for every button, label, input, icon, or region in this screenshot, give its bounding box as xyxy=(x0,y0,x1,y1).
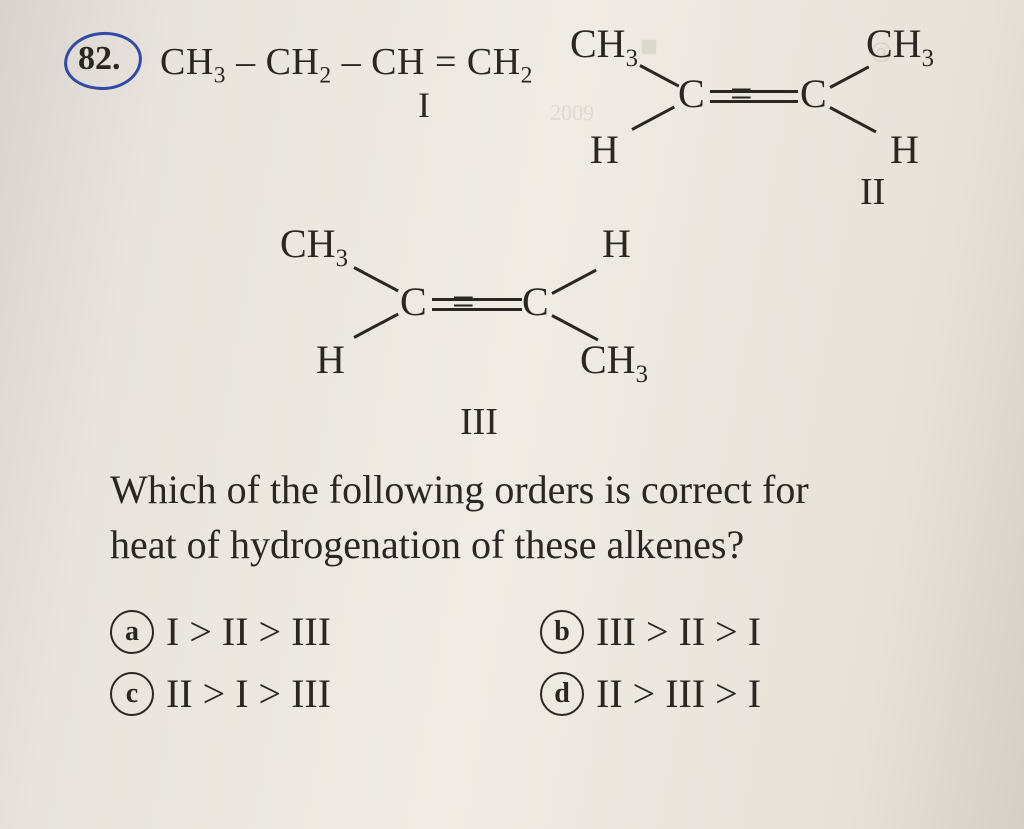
bond xyxy=(631,106,675,131)
bond xyxy=(432,298,522,301)
option-b-letter: b xyxy=(540,610,584,654)
question-line-1: Which of the following orders is correct… xyxy=(110,462,984,517)
bond xyxy=(829,106,876,133)
question-number: 82. xyxy=(78,40,121,77)
bond xyxy=(353,266,399,292)
structure-1-label: I xyxy=(418,84,431,126)
option-c-text: II > I > III xyxy=(166,670,331,717)
structure-2-label: II xyxy=(860,170,885,214)
structure-2: CH3 CH3 C = C H H II xyxy=(570,10,970,210)
question-text: Which of the following orders is correct… xyxy=(110,462,984,572)
bond xyxy=(432,308,522,311)
structure-3-label: III xyxy=(460,400,498,444)
option-d[interactable]: d II > III > I xyxy=(540,670,761,717)
option-c-letter: c xyxy=(110,672,154,716)
group-h: H xyxy=(590,126,619,173)
page: ■ ◎ 2009 82. CH3 – CH2 – CH = CH2 I CH3 … xyxy=(0,0,1024,829)
bond xyxy=(829,66,869,89)
option-a[interactable]: a I > II > III xyxy=(110,608,331,655)
option-d-text: II > III > I xyxy=(596,670,761,717)
option-a-text: I > II > III xyxy=(166,608,331,655)
group-ch3: CH3 xyxy=(570,20,638,67)
carbon-right: C xyxy=(800,70,827,117)
double-bond: = xyxy=(452,278,479,325)
option-a-letter: a xyxy=(110,610,154,654)
carbon-right: C xyxy=(522,278,549,325)
option-c[interactable]: c II > I > III xyxy=(110,670,331,717)
bond xyxy=(710,100,798,103)
bond xyxy=(551,269,597,295)
bond xyxy=(710,90,798,93)
bond xyxy=(639,64,679,87)
bond xyxy=(551,314,598,341)
group-ch3: CH3 xyxy=(580,336,648,383)
bond xyxy=(353,313,399,339)
double-bond: = xyxy=(730,70,757,117)
structure-1: CH3 – CH2 – CH = CH2 I xyxy=(160,40,533,84)
option-b[interactable]: b III > II > I xyxy=(540,608,761,655)
group-ch3: CH3 xyxy=(280,220,348,267)
question-line-2: heat of hydrogenation of these alkenes? xyxy=(110,517,984,572)
carbon-left: C xyxy=(678,70,705,117)
formula-text: CH3 – CH2 – CH = CH2 xyxy=(160,41,533,83)
structure-3: CH3 H C = C H CH3 III xyxy=(280,220,700,450)
option-b-text: III > II > I xyxy=(596,608,761,655)
group-h: H xyxy=(890,126,919,173)
group-h: H xyxy=(316,336,345,383)
question-number-badge: 82. xyxy=(78,40,121,78)
carbon-left: C xyxy=(400,278,427,325)
option-d-letter: d xyxy=(540,672,584,716)
group-ch3: CH3 xyxy=(866,20,934,67)
group-h: H xyxy=(602,220,631,267)
